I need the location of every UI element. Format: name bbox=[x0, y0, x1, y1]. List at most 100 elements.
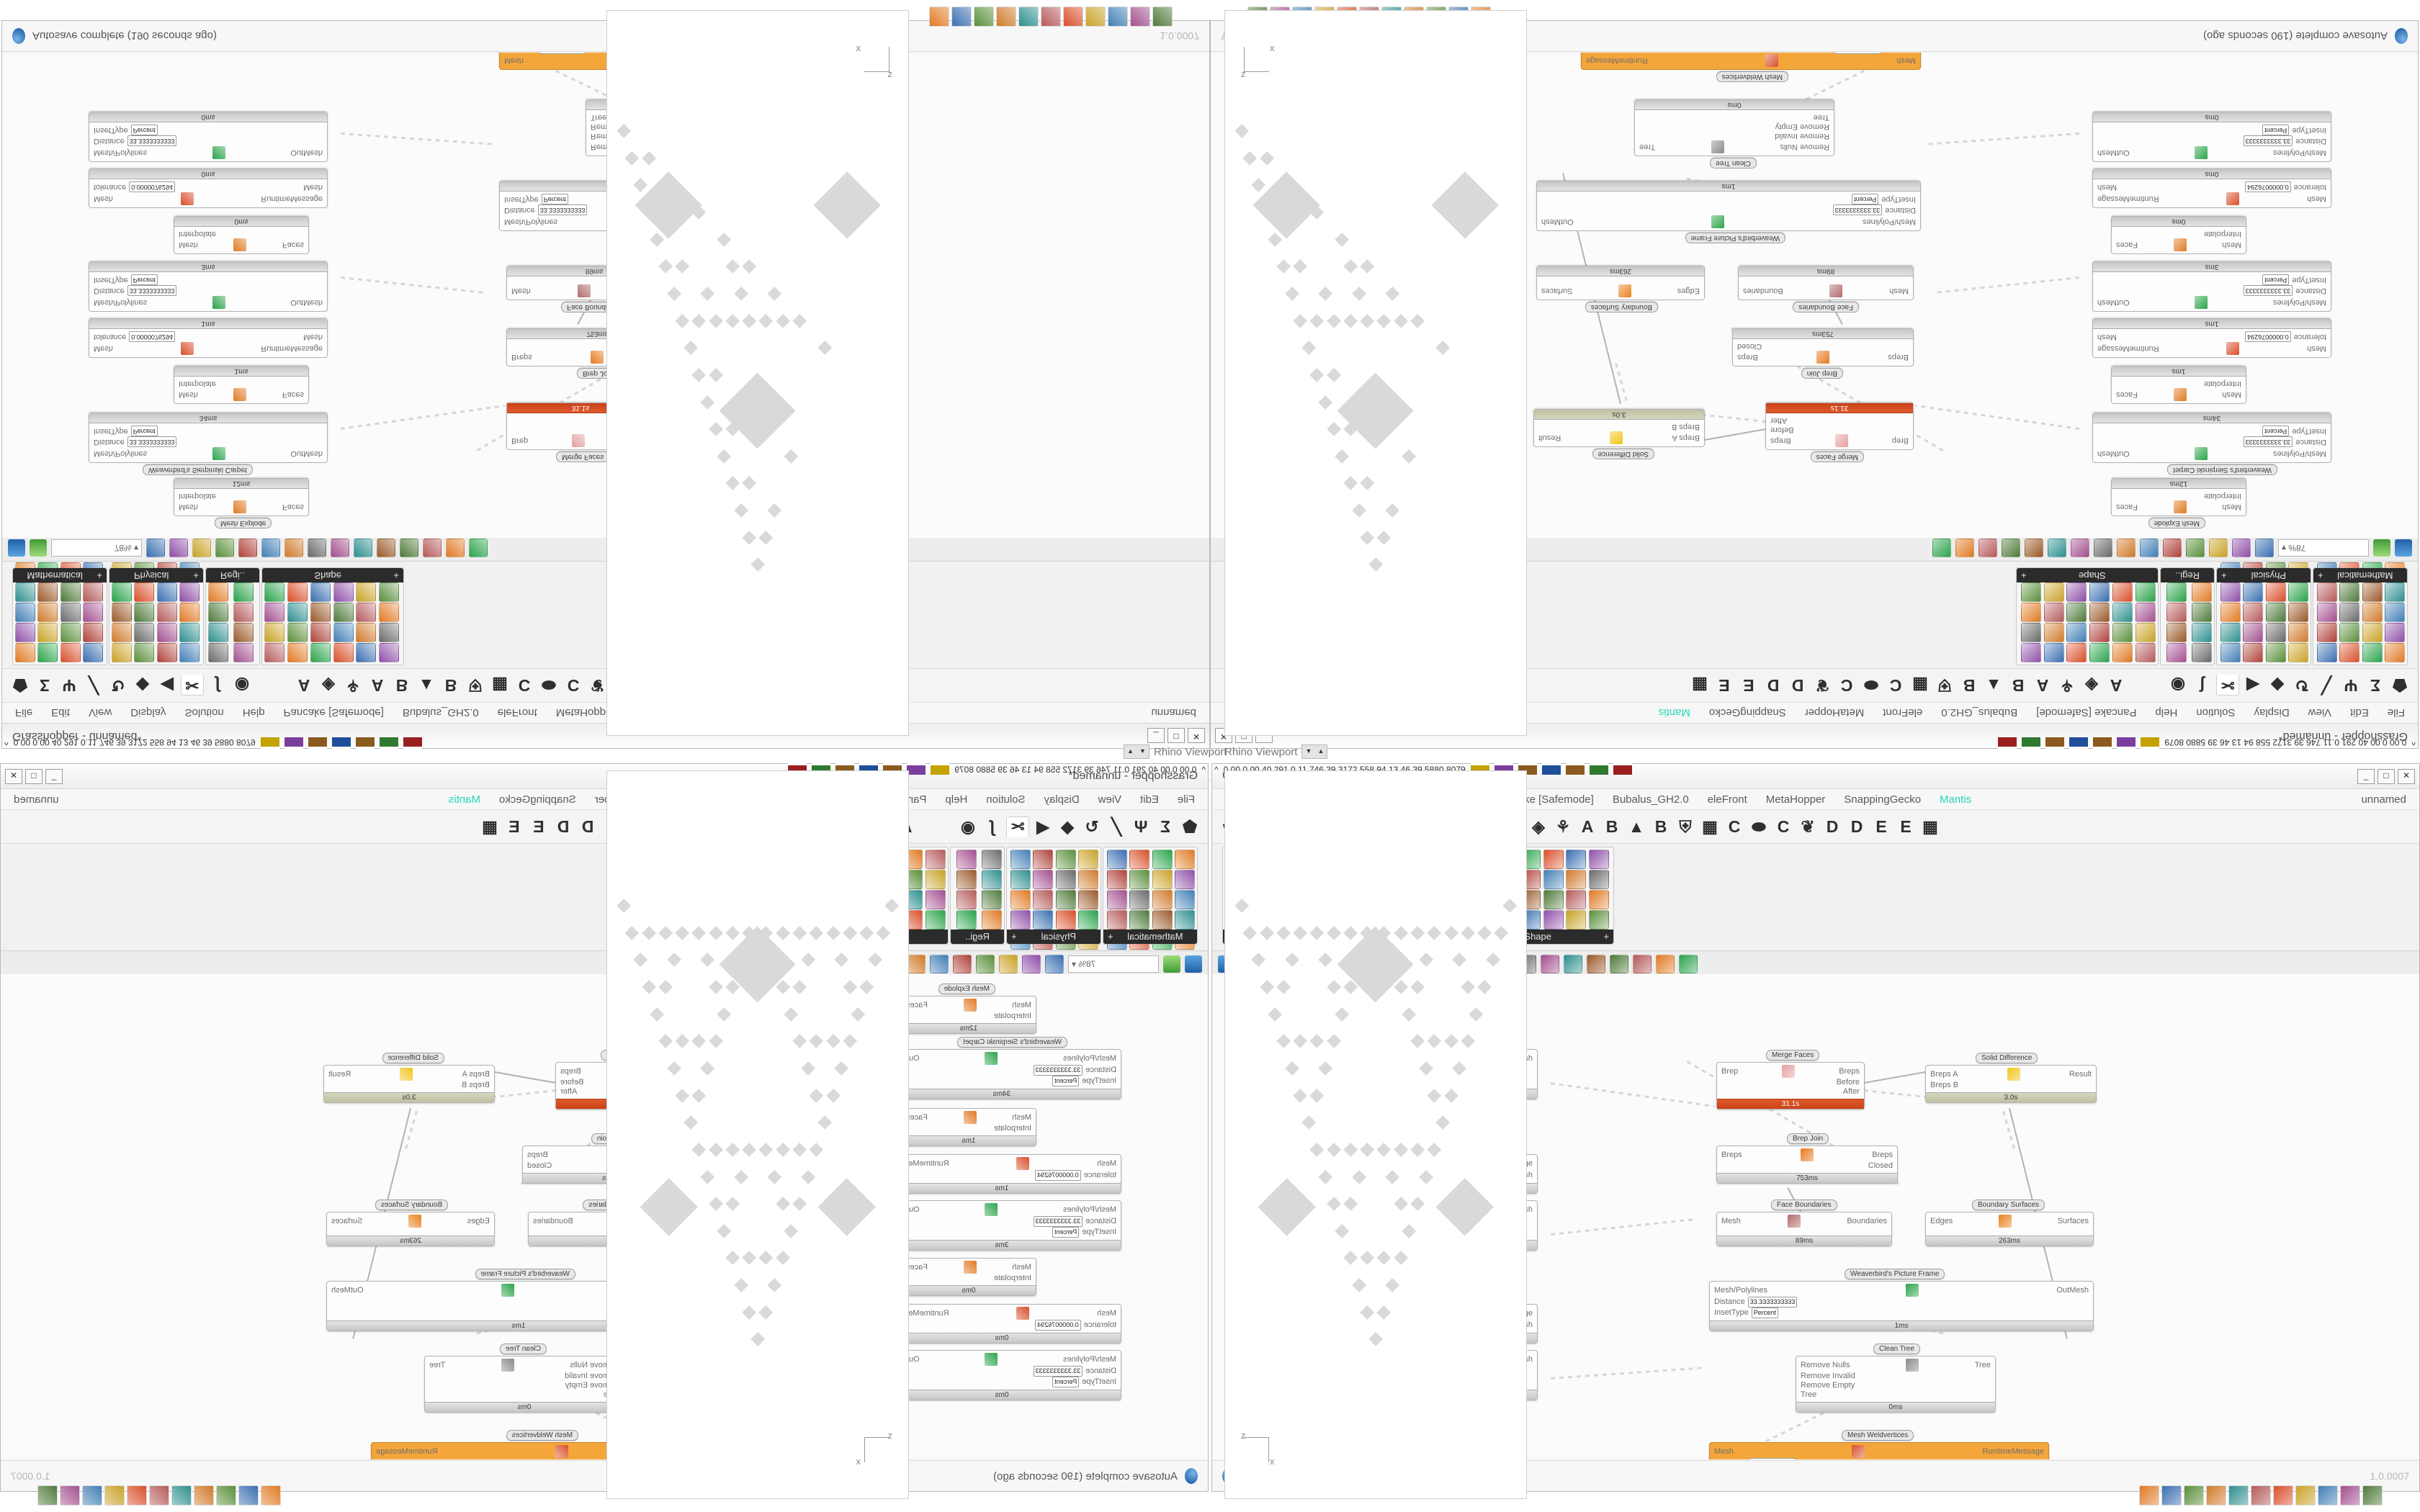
input-port-label[interactable]: Tree bbox=[1813, 113, 1829, 122]
display-icon[interactable] bbox=[2362, 1485, 2383, 1506]
menu-item-view[interactable]: View bbox=[2308, 706, 2331, 719]
help-icon[interactable] bbox=[1541, 955, 1559, 973]
minimize-button[interactable]: _ bbox=[45, 768, 63, 784]
panel-icon[interactable] bbox=[15, 582, 35, 602]
viewport-spinner-left[interactable]: ▲ ▼ bbox=[1124, 744, 1150, 759]
ribbon-tool-11[interactable]: C bbox=[567, 676, 580, 696]
menu-item-help[interactable]: Help bbox=[2155, 706, 2178, 719]
panel-icon[interactable] bbox=[179, 623, 200, 642]
panel-icon[interactable] bbox=[926, 890, 946, 909]
panel-icon[interactable] bbox=[333, 643, 354, 662]
character-icon[interactable] bbox=[2184, 1485, 2204, 1506]
panel-icon[interactable] bbox=[926, 850, 946, 869]
panel-icon[interactable] bbox=[2136, 623, 2156, 642]
at-icon[interactable] bbox=[953, 955, 972, 973]
panel-icon[interactable] bbox=[82, 623, 103, 642]
panel-shape[interactable]: Shape+ bbox=[261, 567, 404, 665]
floppy-icon[interactable] bbox=[2318, 1485, 2338, 1506]
menu-item-edit[interactable]: Edit bbox=[2349, 706, 2369, 719]
menu-item-elefront[interactable]: eleFront bbox=[1707, 793, 1747, 806]
output-port-label[interactable]: After bbox=[1770, 416, 1788, 425]
input-port-label[interactable]: tolerance bbox=[1083, 1171, 1116, 1179]
panel-icon[interactable] bbox=[2317, 623, 2338, 642]
panel-icon[interactable] bbox=[112, 582, 132, 602]
panel-icon[interactable] bbox=[2192, 643, 2212, 662]
parameter-value[interactable]: Percent bbox=[130, 125, 158, 135]
panel-icon[interactable] bbox=[82, 603, 103, 622]
grasshopper-canvas[interactable]: Mesh Explode Mesh Faces Interpolate 12ms Weav… bbox=[1, 974, 1208, 1459]
panel-icon[interactable] bbox=[287, 603, 308, 622]
panel-icon[interactable] bbox=[15, 603, 35, 622]
panel-caption[interactable]: Mathematical+ bbox=[1103, 930, 1197, 944]
gh-component[interactable]: Mesh RuntimeMessage tolerance0.0000076294M… bbox=[1581, 53, 1921, 70]
output-port-label[interactable]: After bbox=[560, 1087, 578, 1096]
output-port-label[interactable]: Breps bbox=[560, 1066, 581, 1076]
files-icon[interactable] bbox=[261, 1485, 281, 1506]
output-port-label[interactable]: Closed bbox=[1868, 1161, 1893, 1170]
parameter-value[interactable]: 33.3333333333 bbox=[127, 436, 177, 447]
panel-icon[interactable] bbox=[2020, 643, 2041, 662]
open-icon[interactable] bbox=[30, 539, 47, 557]
panel-icon[interactable] bbox=[1055, 910, 1076, 930]
ribbon-tool-9[interactable]: C bbox=[1889, 676, 1902, 696]
panel-icon[interactable] bbox=[2136, 603, 2156, 622]
output-port-label[interactable]: Faces bbox=[282, 240, 304, 250]
open-icon[interactable] bbox=[2373, 539, 2390, 557]
menu-item-metahopper[interactable]: MetaHopper bbox=[1765, 793, 1826, 806]
input-port-label[interactable]: Distance bbox=[1085, 1066, 1116, 1074]
panel-icon[interactable] bbox=[37, 623, 58, 642]
input-port-label[interactable]: InsetType bbox=[1082, 1377, 1116, 1386]
menu-item-file[interactable]: File bbox=[15, 706, 33, 719]
ribbon-category-4[interactable]: ↻ bbox=[111, 676, 125, 696]
input-port-label[interactable]: Mesh/Polylines bbox=[1863, 217, 1916, 227]
parameter-value[interactable]: 33.3333333333 bbox=[1747, 1297, 1798, 1308]
panel-icon[interactable] bbox=[956, 850, 977, 869]
input-port-label[interactable]: Remove Empty bbox=[1775, 122, 1829, 131]
menu-item-help[interactable]: Help bbox=[945, 793, 968, 806]
panel-icon[interactable] bbox=[356, 603, 377, 622]
panel-icon[interactable] bbox=[156, 582, 177, 602]
input-port-label[interactable]: Interpolate bbox=[179, 379, 216, 388]
sketch-icon[interactable] bbox=[2255, 539, 2274, 557]
rhino-viewport-bottom-right[interactable]: z x bbox=[1224, 770, 1527, 1499]
panel-icon[interactable] bbox=[15, 623, 35, 642]
gh-component[interactable]: Mesh Boundaries 89ms bbox=[1716, 1212, 1892, 1246]
ribbon-category-0[interactable]: ⬟ bbox=[1183, 816, 1197, 836]
panel-icon[interactable] bbox=[2339, 643, 2360, 662]
ribbon-tool-5[interactable]: ▲ bbox=[1628, 816, 1645, 836]
parameter-value[interactable]: 0.0000076294 bbox=[1035, 1320, 1081, 1331]
output-port-label[interactable]: Faces bbox=[906, 1112, 928, 1122]
panel-icon[interactable] bbox=[1175, 850, 1195, 869]
menu-item-display[interactable]: Display bbox=[1044, 793, 1080, 806]
panel-icon[interactable] bbox=[179, 582, 200, 602]
output-port-label[interactable]: Before bbox=[560, 1078, 584, 1086]
panel-icon[interactable] bbox=[2385, 582, 2405, 602]
panel-icon[interactable] bbox=[1055, 890, 1076, 909]
input-port-label[interactable]: Breps B bbox=[461, 1081, 490, 1089]
parameter-value[interactable]: 33.3333333333 bbox=[1033, 1065, 1083, 1076]
parameter-value[interactable]: 33.3333333333 bbox=[2243, 436, 2293, 447]
search-icon[interactable] bbox=[308, 539, 326, 557]
input-port-label[interactable]: InsetType bbox=[94, 427, 128, 436]
input-port-label[interactable]: Distance bbox=[2295, 137, 2326, 145]
input-port-label[interactable]: Mesh bbox=[94, 344, 113, 354]
output-port-label[interactable]: Closed bbox=[1737, 342, 1762, 351]
menu-item-snappinggecko[interactable]: SnappingGecko bbox=[498, 793, 576, 806]
panel-icon[interactable] bbox=[2112, 623, 2133, 642]
profiler-icon[interactable] bbox=[1978, 539, 1997, 557]
output-port-label[interactable]: Tree bbox=[1639, 143, 1656, 152]
output-port-label[interactable]: After bbox=[1842, 1087, 1860, 1096]
menu-item-solution[interactable]: Solution bbox=[986, 793, 1026, 806]
menu-item-mantis[interactable]: Mantis bbox=[448, 793, 480, 806]
panel-icon[interactable] bbox=[1033, 850, 1054, 869]
gh-component[interactable]: Mesh Faces Interpolate 0ms bbox=[2111, 216, 2246, 254]
parameter-value[interactable]: Percent bbox=[130, 426, 158, 436]
panel-icon[interactable] bbox=[264, 603, 284, 622]
input-port-label[interactable]: InsetType bbox=[94, 276, 128, 284]
panel-icon[interactable] bbox=[2112, 582, 2133, 602]
input-port-label[interactable]: Mesh bbox=[179, 503, 198, 512]
gha-icon[interactable] bbox=[261, 539, 280, 557]
maximize-button[interactable]: □ bbox=[2378, 768, 2395, 784]
